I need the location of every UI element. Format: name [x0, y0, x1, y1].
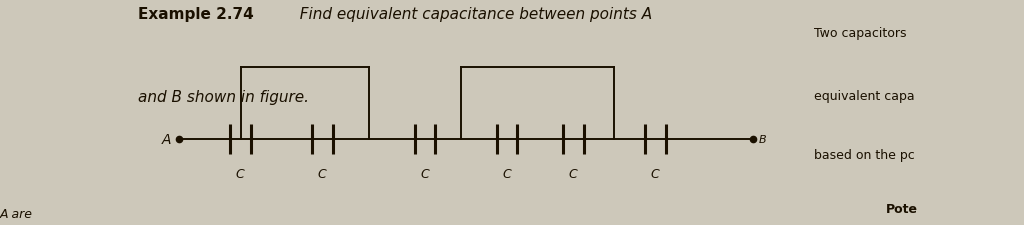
Text: $C$: $C$	[420, 168, 430, 181]
Text: Find equivalent capacitance between points A: Find equivalent capacitance between poin…	[290, 7, 652, 22]
Text: based on the pc: based on the pc	[814, 148, 914, 162]
Text: $C$: $C$	[502, 168, 512, 181]
Text: Pote: Pote	[886, 202, 918, 216]
Text: and B shown in figure.: and B shown in figure.	[138, 90, 309, 105]
Text: $C$: $C$	[317, 168, 328, 181]
Text: B: B	[759, 135, 766, 144]
Text: $C$: $C$	[236, 168, 246, 181]
Text: $C$: $C$	[650, 168, 660, 181]
Text: equivalent capa: equivalent capa	[814, 90, 914, 103]
Text: Example 2.74: Example 2.74	[138, 7, 254, 22]
Text: A: A	[162, 133, 171, 146]
Text: $C$: $C$	[568, 168, 579, 181]
Text: A are: A are	[0, 207, 33, 220]
Text: Two capacitors: Two capacitors	[814, 27, 906, 40]
